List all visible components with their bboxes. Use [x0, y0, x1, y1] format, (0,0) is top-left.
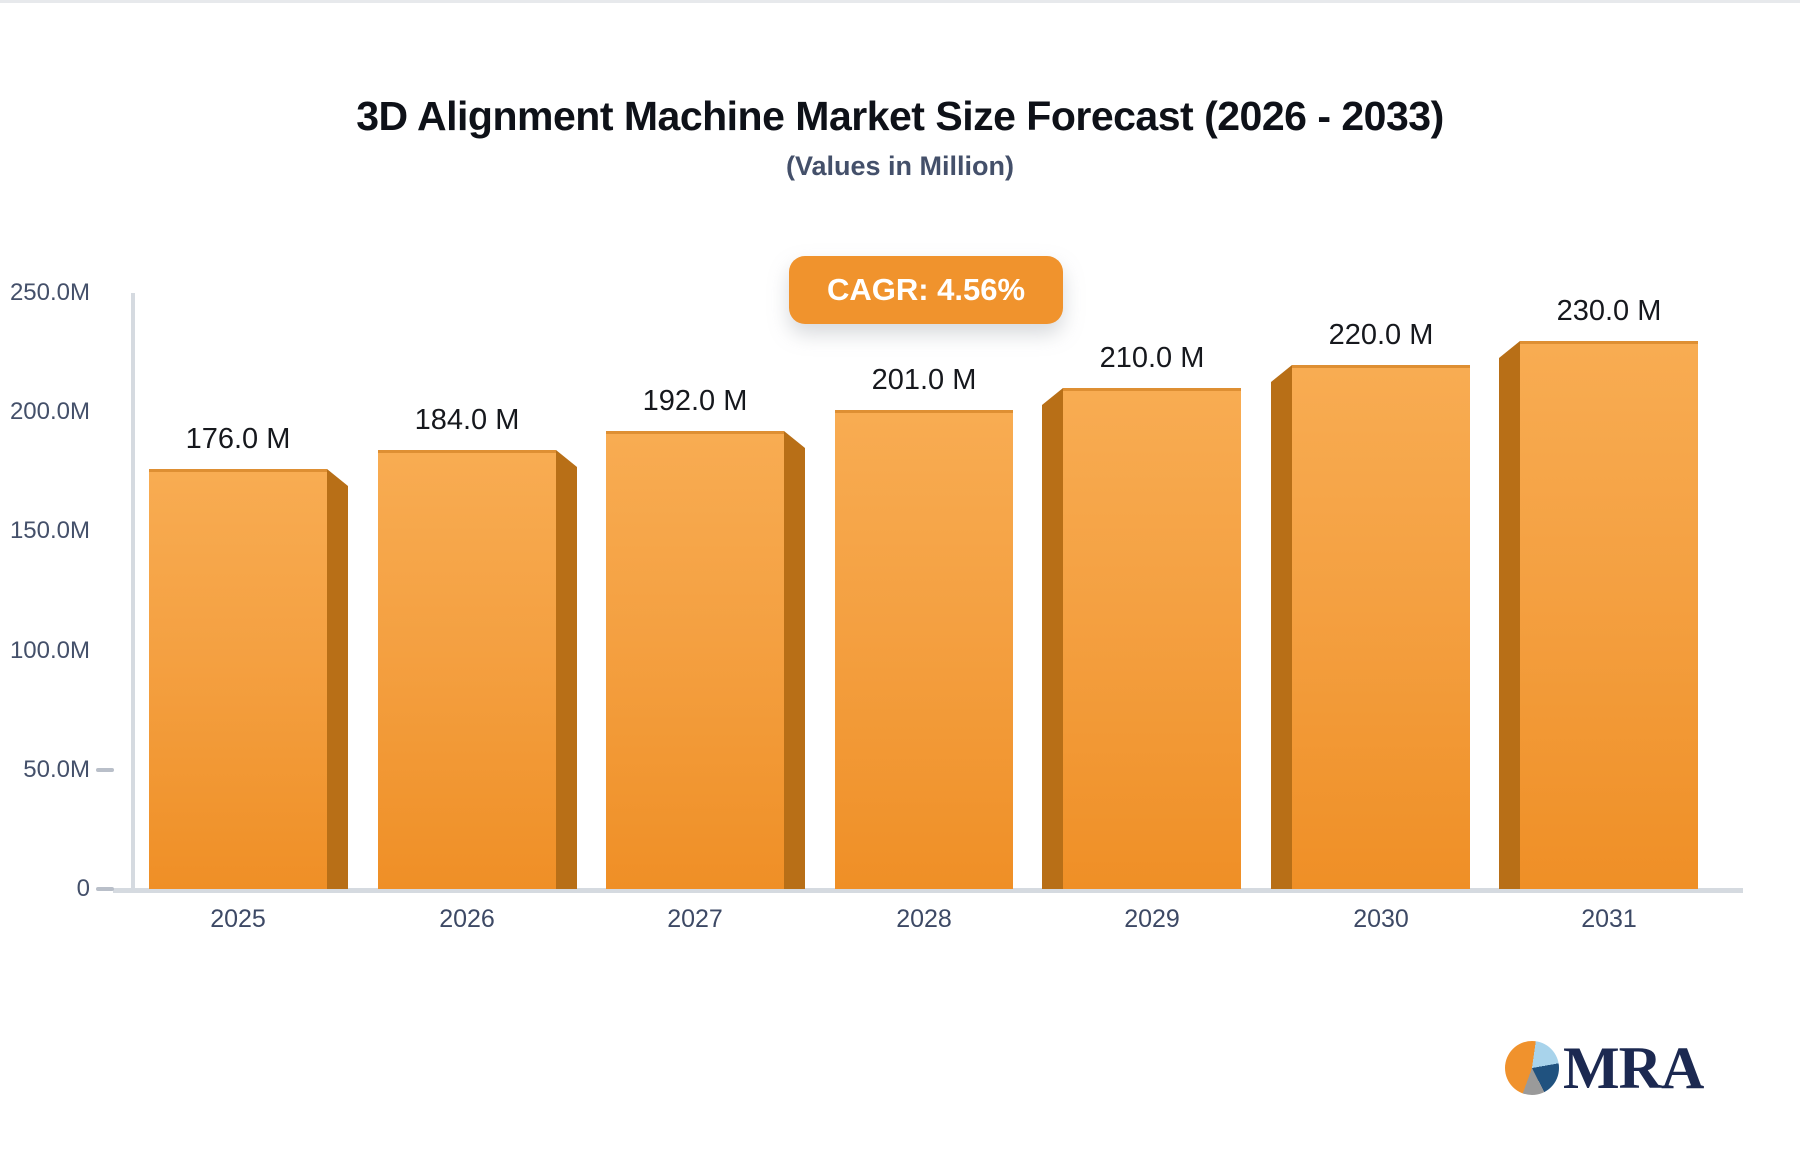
chart-title: 3D Alignment Machine Market Size Forecas…: [356, 93, 1444, 139]
x-axis-label: 2026: [439, 905, 495, 933]
x-axis-label: 2025: [210, 905, 266, 933]
bar-3d-side: [556, 450, 577, 889]
chart-subtitle: (Values in Million): [785, 151, 1015, 181]
pie-chart-logo-icon: [1505, 1041, 1559, 1095]
x-axis-label: 2030: [1353, 905, 1409, 933]
plot-area: 250.0M 200.0M 150.0M 100.0M 50.0M 0 176.0 M 202…: [0, 3, 1800, 1159]
bar-value-label: 176.0 M: [185, 423, 291, 455]
logo-text: MRA: [1563, 1035, 1704, 1101]
bar-2031: [1520, 341, 1698, 889]
bar-3d-side: [1271, 365, 1292, 889]
cagr-badge: CAGR: 4.56%: [789, 256, 1063, 324]
bar-2030: [1292, 365, 1470, 889]
y-axis-tick: [96, 887, 114, 891]
x-axis-label: 2028: [896, 905, 952, 933]
x-axis-label: 2029: [1124, 905, 1180, 933]
bar-2029: [1063, 388, 1241, 889]
bar-value-label: 184.0 M: [414, 404, 520, 436]
bar-3d-side: [784, 431, 805, 889]
y-axis-label: 50.0M: [23, 755, 90, 783]
y-axis-label: 200.0M: [9, 398, 90, 426]
y-axis-label: 100.0M: [9, 636, 90, 664]
x-axis-line: [113, 888, 1743, 893]
y-axis-tick: [96, 767, 114, 772]
chart-panel: 3D Alignment Machine Market Size Forecas…: [0, 3, 1800, 1156]
bar-3d-side: [1499, 341, 1520, 889]
bar-2026: [378, 450, 556, 889]
bar-value-label: 192.0 M: [642, 385, 748, 417]
y-axis-label: 150.0M: [9, 517, 90, 545]
bar-2025: [149, 469, 327, 889]
y-axis-line: [131, 293, 135, 891]
mra-logo: MRA: [1505, 1035, 1704, 1101]
bar-value-label: 220.0 M: [1328, 319, 1434, 351]
bar-2027: [606, 431, 784, 889]
x-axis-label: 2027: [667, 905, 723, 933]
y-axis-label: 250.0M: [9, 279, 90, 306]
x-axis-label: 2031: [1581, 905, 1637, 933]
bar-value-label: 210.0 M: [1099, 342, 1205, 374]
bar-value-label: 201.0 M: [871, 364, 977, 396]
y-axis-label: 0: [76, 875, 90, 902]
bar-3d-side: [327, 469, 348, 889]
bar-3d-side: [1042, 388, 1063, 889]
bar-value-label: 230.0 M: [1556, 295, 1662, 327]
bar-2028: [835, 410, 1013, 889]
